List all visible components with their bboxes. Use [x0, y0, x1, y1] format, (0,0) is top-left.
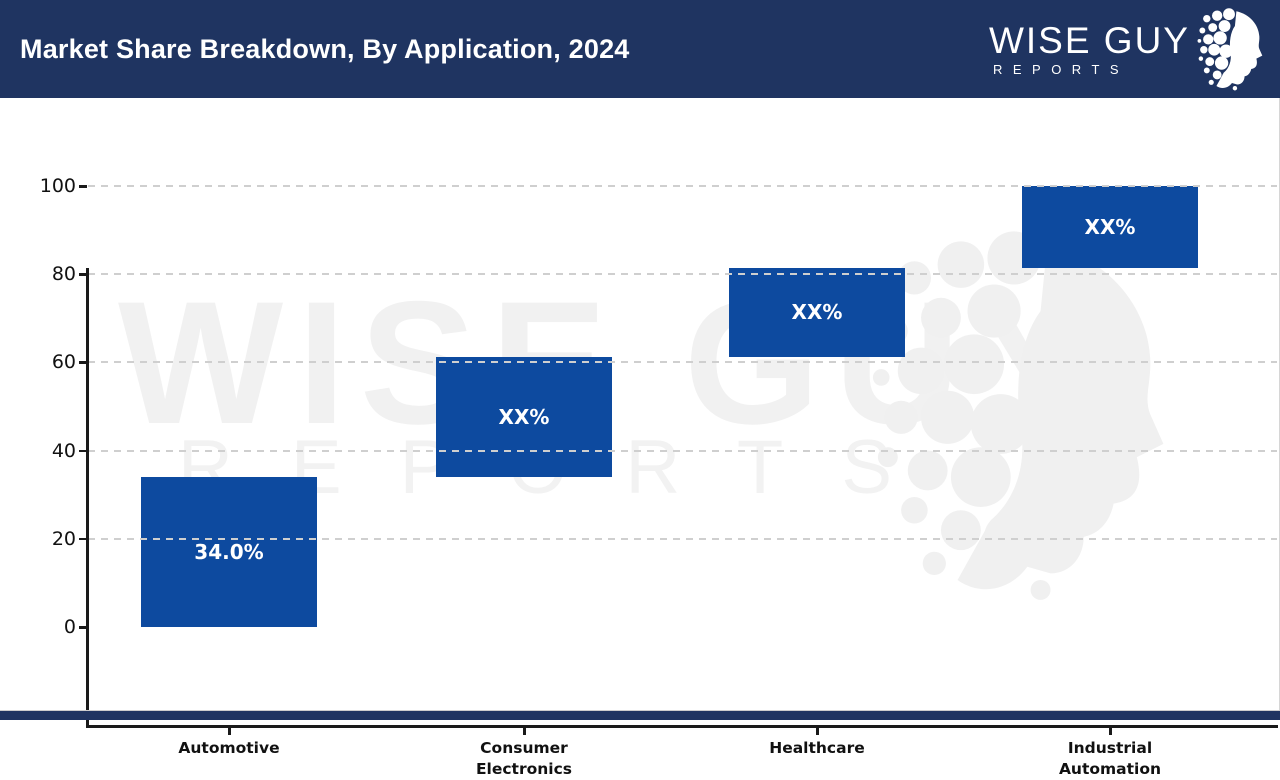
x-category-label: Industrial Automation: [1058, 739, 1162, 778]
y-tick-label: 20: [51, 527, 76, 550]
y-tick-label: 60: [51, 351, 76, 374]
logo-reports-text: REPORTS: [992, 61, 1130, 77]
bar-value-label: 34.0%: [194, 540, 264, 565]
x-axis-tick: [1109, 728, 1112, 735]
bar: [729, 267, 905, 357]
x-axis-spine: [86, 725, 1278, 728]
gridline: [88, 361, 1277, 364]
bar-value-label: XX%: [498, 404, 550, 429]
y-axis-tick: [79, 361, 87, 364]
bar-value-label: XX%: [1084, 214, 1136, 239]
x-category-label: Consumer Electronics: [475, 739, 573, 778]
y-tick-label: 0: [63, 616, 76, 638]
chart-title: Market Share Breakdown, By Application, …: [20, 33, 630, 64]
logo-head-icon: [1197, 8, 1263, 91]
y-axis-tick: [79, 449, 87, 453]
x-axis-tick: [228, 728, 231, 735]
y-tick-label: 100: [39, 175, 76, 197]
x-axis-tick: [816, 728, 819, 735]
footer-bar: [0, 710, 1280, 720]
gridline: [88, 537, 1277, 540]
y-axis-tick: [79, 537, 87, 541]
header-bar: Market Share Breakdown, By Application, …: [0, 0, 1280, 98]
x-category-label: Automotive: [178, 739, 280, 757]
y-tick-label: 80: [51, 263, 76, 286]
wise-guy-reports-logo: WISE GUY REPORTS: [989, 7, 1266, 91]
gridline: [88, 185, 1277, 187]
y-axis-spine: [86, 268, 89, 727]
gridline: [88, 273, 1277, 276]
bar: [1022, 186, 1198, 268]
logo-wordmark: WISE GUY: [988, 19, 1190, 61]
y-tick-label: 40: [51, 439, 76, 462]
bar-value-label: XX%: [791, 300, 843, 325]
y-axis-tick: [79, 185, 87, 188]
x-axis-tick: [523, 728, 526, 735]
bar: [436, 356, 612, 478]
x-category-label: Healthcare: [769, 739, 865, 757]
gridline: [88, 449, 1277, 452]
waterfall-chart: 0 20 40 60 80 100 34.0% Automotive XX% Consumer E…: [0, 98, 1280, 778]
bar: [141, 477, 317, 627]
y-axis-tick: [79, 273, 87, 276]
y-axis-tick: [79, 626, 87, 629]
